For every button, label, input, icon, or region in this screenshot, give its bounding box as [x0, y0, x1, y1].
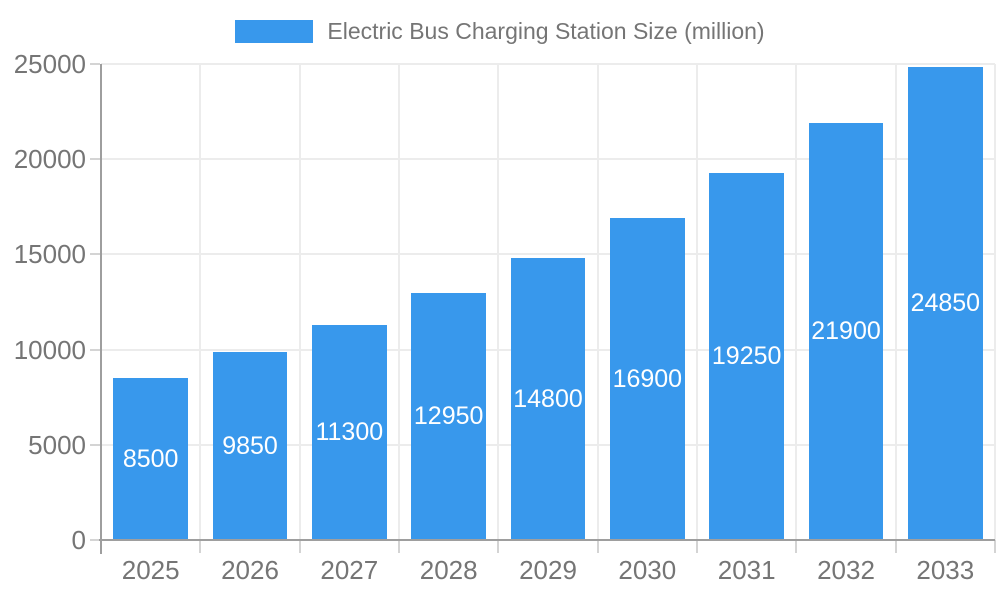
x-axis-line: [99, 539, 995, 541]
bar-value-label-2029: 14800: [513, 384, 583, 413]
y-axis-label-15000: 15000: [13, 239, 86, 270]
y-axis-label-5000: 5000: [28, 429, 86, 460]
x-axis-label-2025: 2025: [121, 555, 180, 585]
gridline-x-4: [497, 64, 500, 540]
y-axis-label-10000: 10000: [13, 334, 86, 365]
y-axis-label-0: 0: [71, 525, 86, 555]
gridline-y-15000: [101, 253, 995, 256]
bar-2030[interactable]: 16900: [610, 218, 685, 540]
x-axis-label-2033: 2033: [916, 555, 975, 585]
x-axis-label-2028: 2028: [419, 555, 478, 585]
bar-value-label-2030: 16900: [612, 364, 683, 393]
gridline-x-8: [894, 64, 897, 540]
bar-2032[interactable]: 21900: [808, 123, 884, 540]
x-axis-label-2030: 2030: [618, 555, 677, 585]
bar-2031[interactable]: 19250: [709, 173, 784, 540]
x-axis-tick-6: [696, 540, 698, 553]
bar-value-label-2031: 19250: [711, 342, 782, 371]
gridline-x-5: [596, 64, 599, 540]
x-axis-label-2029: 2029: [519, 555, 577, 585]
bar-value-label-2027: 11300: [315, 417, 384, 446]
x-axis-tick-7: [795, 540, 798, 553]
bar-value-label-2025: 8500: [122, 444, 179, 473]
x-axis-tick-8: [894, 540, 897, 553]
x-axis-tick-4: [497, 540, 500, 553]
gridline-x-1: [199, 64, 202, 540]
y-axis-tick-15000: [90, 253, 100, 256]
bar-value-label-2033: 24850: [910, 288, 981, 317]
x-axis-tick-2: [298, 540, 301, 553]
x-axis-tick-5: [596, 540, 599, 553]
gridline-x-3: [398, 64, 400, 540]
gridline-x-7: [795, 64, 798, 540]
gridline-x-6: [696, 64, 698, 540]
plot-area: 0 5000 10000 15000 20000 25000 8500 2025 9850 202…: [14, 49, 996, 585]
y-axis-tick-5000: [90, 443, 100, 446]
x-axis-label-2032: 2032: [817, 555, 875, 585]
x-axis-tick-1: [199, 540, 202, 553]
bar-2026[interactable]: 9850: [212, 352, 288, 540]
gridline-x-9: [994, 64, 996, 540]
gridline-y-25000: [101, 63, 995, 65]
legend-label: Electric Bus Charging Station Size (mill…: [327, 17, 765, 44]
y-axis-tick-0: [90, 539, 100, 541]
y-axis-tick-10000: [90, 348, 100, 351]
bar-value-label-2032: 21900: [811, 317, 881, 346]
bar-value-label-2026: 9850: [222, 431, 278, 460]
bar-value-label-2028: 12950: [413, 402, 484, 431]
x-axis-tick-9: [994, 540, 996, 553]
x-axis-label-2026: 2026: [221, 555, 279, 585]
x-axis-tick-3: [398, 540, 400, 553]
y-axis-tick-25000: [90, 63, 100, 65]
y-axis-label-25000: 25000: [13, 49, 86, 79]
legend-swatch: [235, 19, 314, 43]
bar-2028[interactable]: 12950: [411, 293, 486, 540]
legend[interactable]: Electric Bus Charging Station Size (mill…: [0, 16, 1000, 46]
bar-2029[interactable]: 14800: [510, 258, 586, 540]
gridline-y-20000: [101, 158, 995, 161]
y-axis-line: [100, 64, 102, 554]
y-axis-tick-20000: [90, 158, 100, 161]
x-axis-label-2031: 2031: [717, 555, 776, 585]
gridline-x-2: [298, 64, 301, 540]
bar-2027[interactable]: 11300: [312, 324, 387, 540]
bar-2033[interactable]: 24850: [908, 66, 983, 540]
bar-2025[interactable]: 8500: [113, 378, 188, 540]
x-axis-label-2027: 2027: [320, 555, 379, 585]
y-axis-label-20000: 20000: [13, 144, 86, 175]
